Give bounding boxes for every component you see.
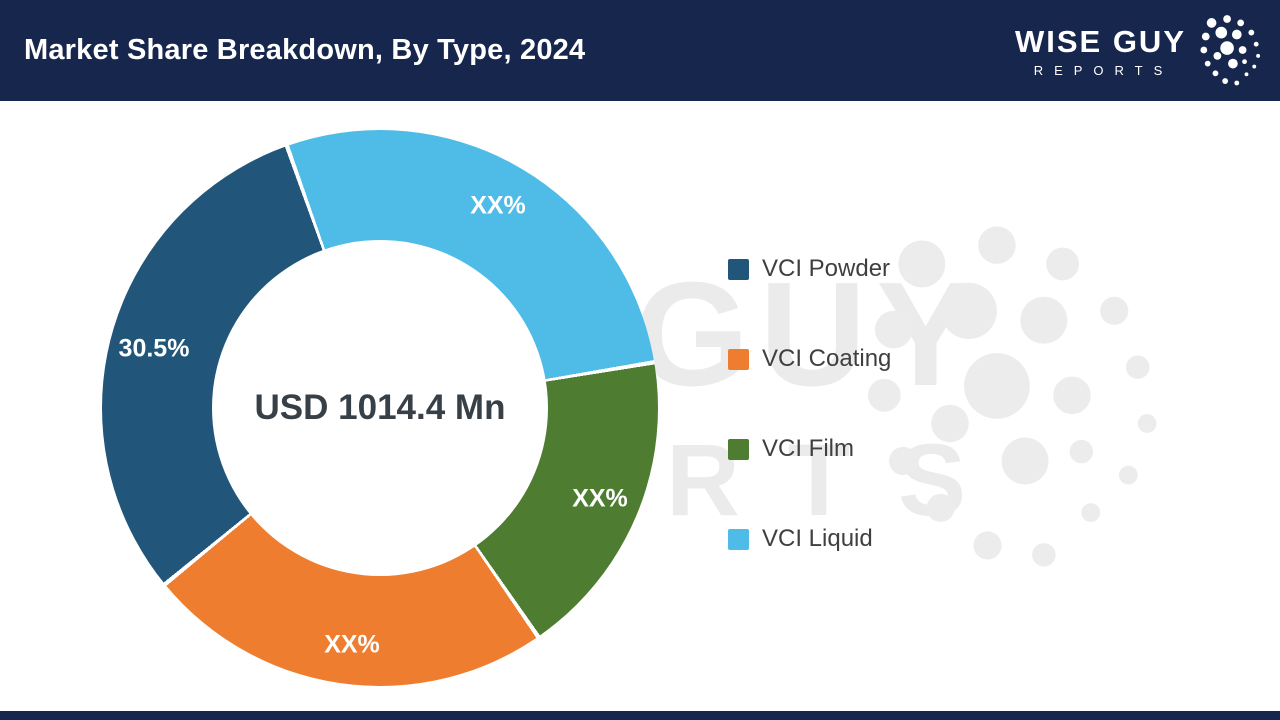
- legend-swatch: [728, 348, 749, 370]
- legend-swatch: [728, 438, 749, 460]
- legend-item-vci-liquid: VCI Liquid: [728, 525, 891, 552]
- brand-name: WISE GUY: [1014, 23, 1186, 59]
- donut-chart: XX% XX% XX% 30.5% USD 1014.4 Mn: [102, 130, 658, 686]
- legend-label: VCI Coating: [762, 345, 892, 372]
- legend-item-vci-film: VCI Film: [728, 435, 891, 462]
- slice-label-vci-film: XX%: [572, 484, 628, 513]
- header-bar: Market Share Breakdown, By Type, 2024 WI…: [0, 0, 1280, 101]
- legend-label: VCI Liquid: [762, 525, 873, 552]
- dotted-head-icon: [1200, 14, 1261, 85]
- legend: VCI Powder VCI Coating VCI Film VCI Liqu…: [728, 255, 892, 552]
- donut-hole: [212, 240, 548, 576]
- legend-item-vci-powder: VCI Powder: [728, 255, 891, 282]
- chart-area: WISE GUY REPORTS XX% XX% XX% 30.5% USD 1…: [0, 101, 1280, 711]
- slice-label-vci-liquid: XX%: [470, 191, 526, 220]
- slice-label-vci-coating: XX%: [324, 630, 380, 659]
- slice-label-vci-powder: 30.5%: [118, 334, 190, 363]
- legend-label: VCI Film: [762, 435, 854, 462]
- brand-logo: WISE GUY REPORTS: [1015, 13, 1262, 89]
- legend-item-vci-coating: VCI Coating: [728, 345, 892, 372]
- watermark-head-icon: [867, 226, 1157, 567]
- legend-swatch: [728, 258, 749, 280]
- brand-logo-text: WISE GUY REPORTS: [1015, 24, 1186, 78]
- page-title: Market Share Breakdown, By Type, 2024: [24, 34, 586, 66]
- brand-subtitle: REPORTS: [1033, 62, 1174, 78]
- legend-label: VCI Powder: [762, 255, 891, 282]
- chart-center-value: USD 1014.4 Mn: [254, 388, 506, 427]
- footer-bar: [0, 711, 1280, 720]
- legend-swatch: [728, 528, 749, 550]
